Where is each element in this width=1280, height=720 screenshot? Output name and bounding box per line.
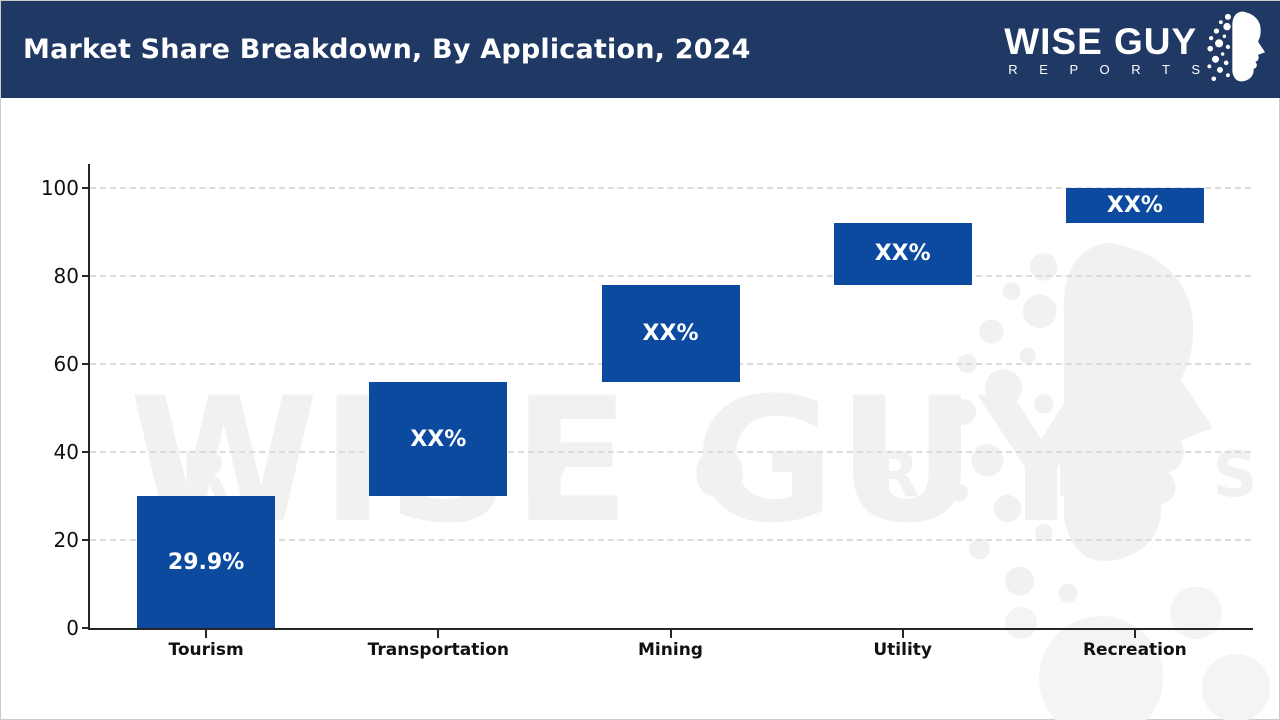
x-tick-mark — [205, 630, 208, 638]
x-tick-mark — [1133, 630, 1136, 638]
x-axis-label: Mining — [638, 640, 703, 660]
y-tick-mark — [82, 539, 90, 541]
y-tick-mark — [82, 627, 90, 629]
bar: XX% — [1065, 188, 1204, 224]
y-tick-mark — [82, 363, 90, 365]
x-tick-mark — [901, 630, 904, 638]
y-tick-label: 0 — [66, 616, 79, 640]
y-tick-mark — [82, 275, 90, 277]
logo-face-icon — [1207, 11, 1266, 81]
bar-value-label: 29.9% — [167, 549, 245, 575]
y-tick-label: 80 — [53, 264, 79, 288]
x-axis-label: Tourism — [168, 640, 244, 660]
bar-value-label: XX% — [1106, 193, 1163, 219]
brand-logo: WISE GUY R E P O R T S — [1004, 8, 1267, 92]
x-tick-mark — [669, 630, 672, 638]
bar-value-label: XX% — [642, 320, 699, 346]
bar-value-label: XX% — [410, 426, 467, 452]
gridline — [90, 275, 1251, 277]
y-tick-label: 20 — [53, 528, 79, 552]
y-tick-mark — [82, 187, 90, 189]
bar-value-label: XX% — [874, 241, 931, 267]
logo-wiseguy-text: WISE GUY — [1004, 20, 1198, 62]
y-tick-label: 100 — [40, 176, 79, 200]
bar: XX% — [833, 223, 972, 285]
x-tick-mark — [437, 630, 440, 638]
gridline — [90, 539, 1251, 541]
chart-title: Market Share Breakdown, By Application, … — [23, 34, 751, 65]
gridline — [90, 451, 1251, 453]
logo-reports-text: R E P O R T S — [1008, 61, 1209, 77]
bar: 29.9% — [137, 496, 276, 628]
y-axis-line — [88, 164, 90, 630]
x-axis-line — [88, 628, 1253, 630]
header-bar: Market Share Breakdown, By Application, … — [1, 1, 1280, 98]
y-tick-label: 40 — [53, 440, 79, 464]
gridline — [90, 187, 1251, 189]
bar: XX% — [369, 381, 508, 497]
y-tick-label: 60 — [53, 352, 79, 376]
x-axis-label: Recreation — [1082, 640, 1187, 660]
bar: XX% — [601, 284, 740, 382]
y-tick-mark — [82, 451, 90, 453]
x-axis-label: Utility — [873, 640, 932, 660]
x-axis-label: Transportation — [367, 640, 509, 660]
